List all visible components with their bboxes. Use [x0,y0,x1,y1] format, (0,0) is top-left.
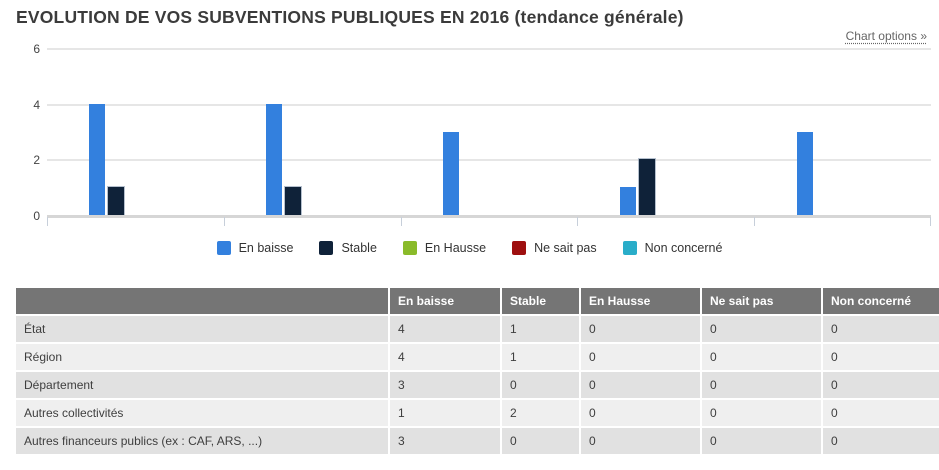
value-cell: 1 [502,316,579,342]
value-cell: 0 [823,344,939,370]
table-header-cell: En Hausse [581,288,700,314]
bar[interactable] [108,187,125,215]
bar-group-1 [47,49,224,216]
value-cell: 0 [823,316,939,342]
gridline [47,159,931,162]
value-cell: 1 [502,344,579,370]
value-cell: 3 [390,372,500,398]
value-cell: 0 [502,372,579,398]
legend-item[interactable]: Non concerné [622,241,723,255]
bar-groups [47,49,931,216]
bar[interactable] [89,103,106,215]
table-header-cell: Non concerné [823,288,939,314]
legend-swatch-icon [319,241,334,255]
row-label-cell: Région [16,344,388,370]
bar-group-3 [401,49,578,216]
value-cell: 0 [823,428,939,454]
legend-swatch-icon [512,241,527,255]
legend-label: Ne sait pas [534,241,597,255]
plot-area [47,48,931,226]
table-header-cell: Stable [502,288,579,314]
value-cell: 0 [502,428,579,454]
value-cell: 0 [581,344,700,370]
bar-group-4 [577,49,754,216]
results-table: En baisse Stable En Hausse Ne sait pas Non c… [14,286,939,456]
value-cell: 0 [702,400,821,426]
x-axis-tick [223,217,225,226]
bar[interactable] [266,103,283,215]
y-axis-label: 2 [33,153,40,168]
value-cell: 0 [581,428,700,454]
row-label-cell: État [16,316,388,342]
page-title: EVOLUTION DE VOS SUBVENTIONS PUBLIQUES E… [16,7,684,27]
bar-chart: 0 2 4 6 En baisse Stable En Hausse Ne sait pas… [0,42,939,279]
legend-item[interactable]: Stable [319,241,377,255]
table-header-cell [16,288,388,314]
bar[interactable] [619,187,636,215]
legend-label: En Hausse [424,241,487,255]
legend-label: En baisse [238,241,294,255]
value-cell: 0 [581,400,700,426]
value-cell: 0 [581,372,700,398]
bar-group-2 [224,49,401,216]
bar-group-5 [754,49,931,216]
legend-swatch-icon [402,241,417,255]
legend-item[interactable]: En baisse [216,241,294,255]
row-label-cell: Département [16,372,388,398]
value-cell: 0 [823,400,939,426]
row-label-cell: Autres collectivités [16,400,388,426]
legend-swatch-icon [622,241,637,255]
gridline [47,48,931,50]
x-axis-tick [400,217,402,226]
value-cell: 4 [390,344,500,370]
chart-options-link[interactable]: Chart options » [845,29,927,43]
table-row: Département 3 0 0 0 0 [16,372,939,398]
table-header-row: En baisse Stable En Hausse Ne sait pas Non c… [16,288,939,314]
y-axis-label: 0 [33,209,40,223]
y-axis-label: 6 [33,42,40,56]
chart-legend: En baisse Stable En Hausse Ne sait pas Non c… [0,241,939,255]
value-cell: 0 [823,372,939,398]
value-cell: 0 [702,344,821,370]
legend-label: Stable [341,241,377,255]
value-cell: 0 [702,372,821,398]
value-cell: 2 [502,400,579,426]
table-header-cell: Ne sait pas [702,288,821,314]
table-row: Autres collectivités 1 2 0 0 0 [16,400,939,426]
table-row: Autres financeurs publics (ex : CAF, ARS… [16,428,939,454]
x-axis-tick [930,217,931,226]
legend-swatch-icon [216,241,231,255]
legend-label: Non concerné [644,241,723,255]
bar[interactable] [442,131,459,215]
x-axis-line [47,215,931,218]
x-axis-tick [754,217,756,226]
x-axis-tick [47,217,48,226]
legend-item[interactable]: Ne sait pas [512,241,597,255]
bar[interactable] [796,131,813,215]
value-cell: 0 [702,316,821,342]
bar[interactable] [285,187,302,215]
x-axis-tick [577,217,579,226]
value-cell: 3 [390,428,500,454]
y-axis-label: 4 [33,97,40,112]
value-cell: 0 [581,316,700,342]
row-label-cell: Autres financeurs publics (ex : CAF, ARS… [16,428,388,454]
y-axis: 0 2 4 6 [0,42,40,223]
value-cell: 0 [702,428,821,454]
value-cell: 4 [390,316,500,342]
value-cell: 1 [390,400,500,426]
bar[interactable] [638,159,655,215]
gridline [47,103,931,106]
table-row: État 4 1 0 0 0 [16,316,939,342]
table-header-cell: En baisse [390,288,500,314]
table-row: Région 4 1 0 0 0 [16,344,939,370]
legend-item[interactable]: En Hausse [402,241,487,255]
